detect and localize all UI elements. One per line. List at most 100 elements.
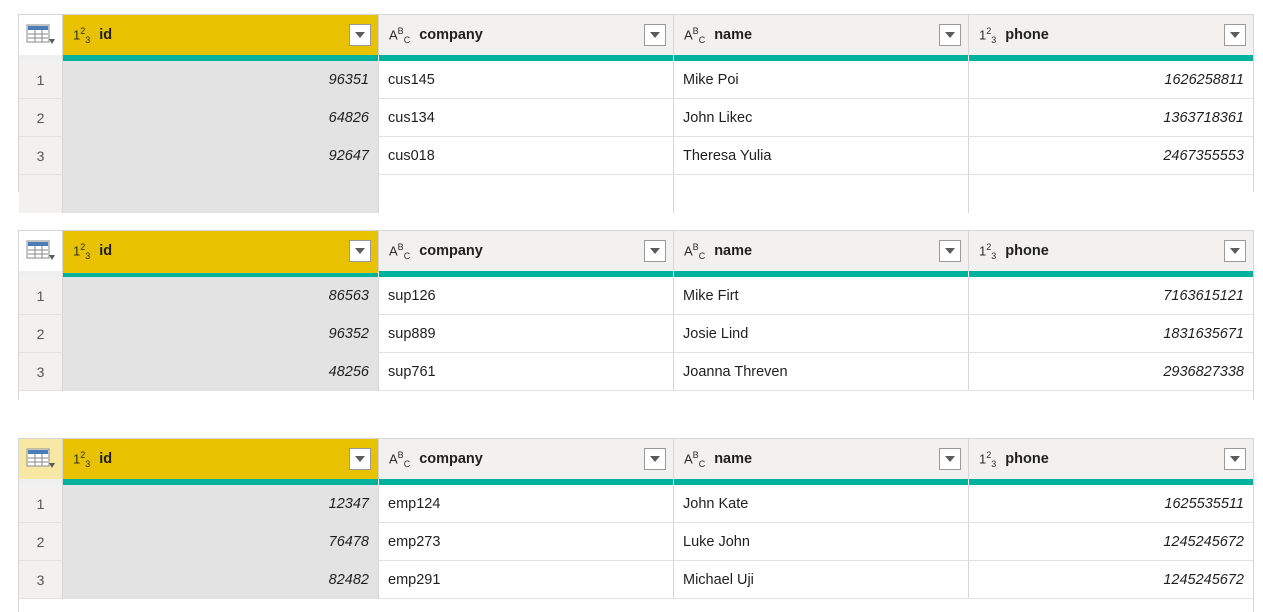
- column-header-company[interactable]: ABC company: [379, 231, 674, 271]
- column-header-label: name: [714, 27, 753, 43]
- row-number: 1: [19, 61, 63, 99]
- cell-id[interactable]: 48256: [63, 353, 379, 391]
- column-header-id[interactable]: 123 id: [63, 231, 379, 271]
- cell-name[interactable]: Joanna Threven: [674, 353, 969, 391]
- table-row[interactable]: 3 82482 emp291 Michael Uji 1245245672: [19, 561, 1253, 599]
- text-type-icon: ABC: [684, 241, 706, 261]
- filter-dropdown-icon-id[interactable]: [349, 448, 371, 470]
- column-header-phone[interactable]: 123 phone: [969, 15, 1253, 55]
- quality-strip-company: [379, 271, 674, 277]
- cell-phone[interactable]: 1363718361: [969, 99, 1253, 137]
- table-row[interactable]: 1 12347 emp124 John Kate 1625535511: [19, 485, 1253, 523]
- cell-phone[interactable]: 1245245672: [969, 561, 1253, 599]
- filter-dropdown-icon-phone[interactable]: [1224, 448, 1246, 470]
- table-corner-cell[interactable]: [19, 231, 63, 271]
- data-preview-table-2: 123 id ABC company ABC name 123 phone: [18, 230, 1254, 400]
- cell-company[interactable]: [379, 175, 674, 213]
- table-row[interactable]: 1 86563 sup126 Mike Firt 7163615121: [19, 277, 1253, 315]
- cell-name[interactable]: Josie Lind: [674, 315, 969, 353]
- table-icon: [26, 24, 56, 46]
- table-corner-cell[interactable]: [19, 15, 63, 55]
- quality-strip-phone: [969, 271, 1253, 277]
- row-number: [19, 175, 63, 213]
- cell-id[interactable]: 82482: [63, 561, 379, 599]
- whole-number-type-icon: 123: [73, 25, 91, 45]
- cell-id[interactable]: [63, 175, 379, 213]
- cell-phone[interactable]: 2936827338: [969, 353, 1253, 391]
- cell-company[interactable]: cus134: [379, 99, 674, 137]
- column-header-name[interactable]: ABC name: [674, 15, 969, 55]
- table-row[interactable]: 3 92647 cus018 Theresa Yulia 2467355553: [19, 137, 1253, 175]
- cell-phone[interactable]: 7163615121: [969, 277, 1253, 315]
- cell-id[interactable]: 96352: [63, 315, 379, 353]
- filter-dropdown-icon-phone[interactable]: [1224, 24, 1246, 46]
- cell-id[interactable]: 76478: [63, 523, 379, 561]
- quality-strip-phone: [969, 55, 1253, 61]
- cell-company[interactable]: cus018: [379, 137, 674, 175]
- column-header-company[interactable]: ABC company: [379, 439, 674, 479]
- row-number: 3: [19, 353, 63, 391]
- quality-strip-name: [674, 271, 969, 277]
- cell-name[interactable]: [674, 175, 969, 213]
- row-number: 2: [19, 523, 63, 561]
- filter-dropdown-icon-company[interactable]: [644, 240, 666, 262]
- cell-name[interactable]: John Kate: [674, 485, 969, 523]
- table-row[interactable]: 1 96351 cus145 Mike Poi 1626258811: [19, 61, 1253, 99]
- cell-id[interactable]: 86563: [63, 277, 379, 315]
- filter-dropdown-icon-id[interactable]: [349, 24, 371, 46]
- column-header-id[interactable]: 123 id: [63, 439, 379, 479]
- column-header-id[interactable]: 123 id: [63, 15, 379, 55]
- table-corner-cell[interactable]: [19, 439, 63, 479]
- cell-id[interactable]: 64826: [63, 99, 379, 137]
- cell-name[interactable]: Luke John: [674, 523, 969, 561]
- filter-dropdown-icon-company[interactable]: [644, 448, 666, 470]
- column-quality-strip: [19, 55, 1253, 61]
- cell-id[interactable]: 12347: [63, 485, 379, 523]
- cell-phone[interactable]: 1625535511: [969, 485, 1253, 523]
- filter-dropdown-icon-company[interactable]: [644, 24, 666, 46]
- column-header-label: company: [419, 27, 483, 43]
- column-header-phone[interactable]: 123 phone: [969, 231, 1253, 271]
- column-header-name[interactable]: ABC name: [674, 439, 969, 479]
- table-row[interactable]: 2 64826 cus134 John Likec 1363718361: [19, 99, 1253, 137]
- quality-strip-stub: [19, 271, 63, 277]
- column-quality-strip: [19, 271, 1253, 277]
- cell-name[interactable]: Theresa Yulia: [674, 137, 969, 175]
- cell-company[interactable]: emp124: [379, 485, 674, 523]
- table-row[interactable]: 2 76478 emp273 Luke John 1245245672: [19, 523, 1253, 561]
- cell-company[interactable]: emp291: [379, 561, 674, 599]
- filter-dropdown-icon-name[interactable]: [939, 24, 961, 46]
- cell-company[interactable]: emp273: [379, 523, 674, 561]
- cell-name[interactable]: Michael Uji: [674, 561, 969, 599]
- whole-number-type-icon: 123: [73, 449, 91, 469]
- cell-company[interactable]: cus145: [379, 61, 674, 99]
- table-row[interactable]: 3 48256 sup761 Joanna Threven 2936827338: [19, 353, 1253, 391]
- cell-phone[interactable]: [969, 175, 1253, 213]
- filter-dropdown-icon-name[interactable]: [939, 240, 961, 262]
- filter-dropdown-icon-name[interactable]: [939, 448, 961, 470]
- column-header-company[interactable]: ABC company: [379, 15, 674, 55]
- cell-name[interactable]: Mike Poi: [674, 61, 969, 99]
- column-header-phone[interactable]: 123 phone: [969, 439, 1253, 479]
- cell-name[interactable]: Mike Firt: [674, 277, 969, 315]
- cell-company[interactable]: sup126: [379, 277, 674, 315]
- column-header-row: 123 id ABC company ABC name 123 phone: [19, 15, 1253, 55]
- cell-phone[interactable]: 1831635671: [969, 315, 1253, 353]
- cell-company[interactable]: sup889: [379, 315, 674, 353]
- cell-phone[interactable]: 1626258811: [969, 61, 1253, 99]
- row-number: 3: [19, 561, 63, 599]
- cell-id[interactable]: 96351: [63, 61, 379, 99]
- cell-phone[interactable]: 2467355553: [969, 137, 1253, 175]
- column-header-name[interactable]: ABC name: [674, 231, 969, 271]
- quality-strip-company: [379, 55, 674, 61]
- cell-phone[interactable]: 1245245672: [969, 523, 1253, 561]
- cell-id[interactable]: 92647: [63, 137, 379, 175]
- table-row[interactable]: 2 96352 sup889 Josie Lind 1831635671: [19, 315, 1253, 353]
- cell-name[interactable]: John Likec: [674, 99, 969, 137]
- table-icon: [26, 448, 56, 470]
- cell-company[interactable]: sup761: [379, 353, 674, 391]
- text-type-icon: ABC: [684, 449, 706, 469]
- filter-dropdown-icon-phone[interactable]: [1224, 240, 1246, 262]
- table-row-partial[interactable]: [19, 175, 1253, 213]
- filter-dropdown-icon-id[interactable]: [349, 240, 371, 262]
